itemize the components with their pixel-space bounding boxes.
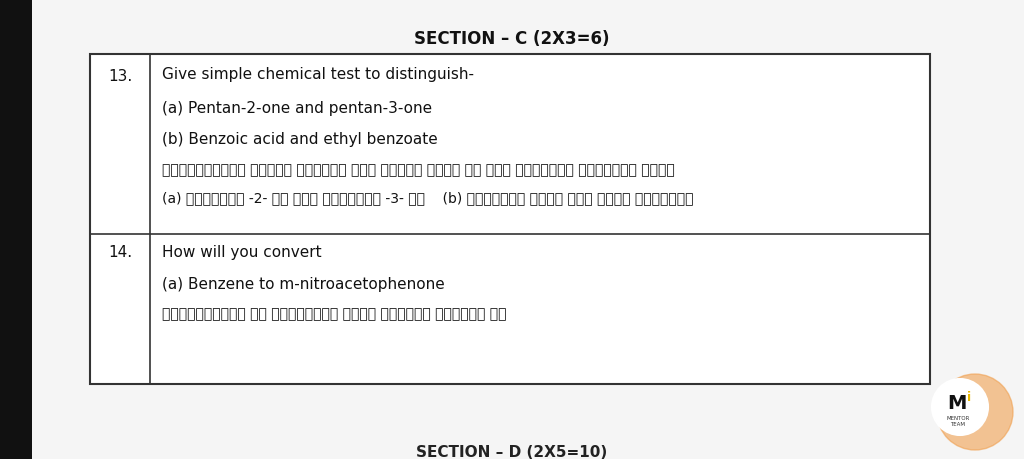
Text: (a) Benzene to m-nitroacetophenone: (a) Benzene to m-nitroacetophenone	[162, 276, 444, 291]
Text: MENTOR
TEAM: MENTOR TEAM	[946, 415, 970, 426]
Text: 13.: 13.	[108, 69, 132, 84]
Text: i: i	[967, 391, 971, 403]
Bar	[0, 0, 32, 459]
Text: निम्नलिखित का रूपांतरण कैसे करेंगे बेंजीन से: निम्नलिखित का रूपांतरण कैसे करेंगे बेंजी…	[162, 306, 507, 320]
Text: SECTION – C (2X3=6): SECTION – C (2X3=6)	[415, 30, 609, 48]
Circle shape	[937, 374, 1013, 450]
Text: निम्नलिखित योगिक युगलों में विभेद करने के लिए रसायनिक परिक्षण दें।: निम्नलिखित योगिक युगलों में विभेद करने क…	[162, 162, 675, 177]
Circle shape	[932, 379, 988, 435]
Text: (a) पेन्टेन -2- ओन एवं पेन्टेन -3- ओन    (b) बेंजोइक अम्ल एवं एथिल बेंजोएट: (a) पेन्टेन -2- ओन एवं पेन्टेन -3- ओन (b…	[162, 190, 693, 205]
Text: (a) Pentan-2-one and pentan-3-one: (a) Pentan-2-one and pentan-3-one	[162, 101, 432, 116]
Text: SECTION – D (2X5=10): SECTION – D (2X5=10)	[417, 444, 607, 459]
Text: M: M	[947, 394, 967, 413]
Text: Give simple chemical test to distinguish-: Give simple chemical test to distinguish…	[162, 67, 474, 82]
Text: How will you convert: How will you convert	[162, 244, 322, 259]
Text: (b) Benzoic acid and ethyl benzoate: (b) Benzoic acid and ethyl benzoate	[162, 132, 437, 147]
Text: 14.: 14.	[108, 244, 132, 259]
Bar	[90, 55, 930, 384]
